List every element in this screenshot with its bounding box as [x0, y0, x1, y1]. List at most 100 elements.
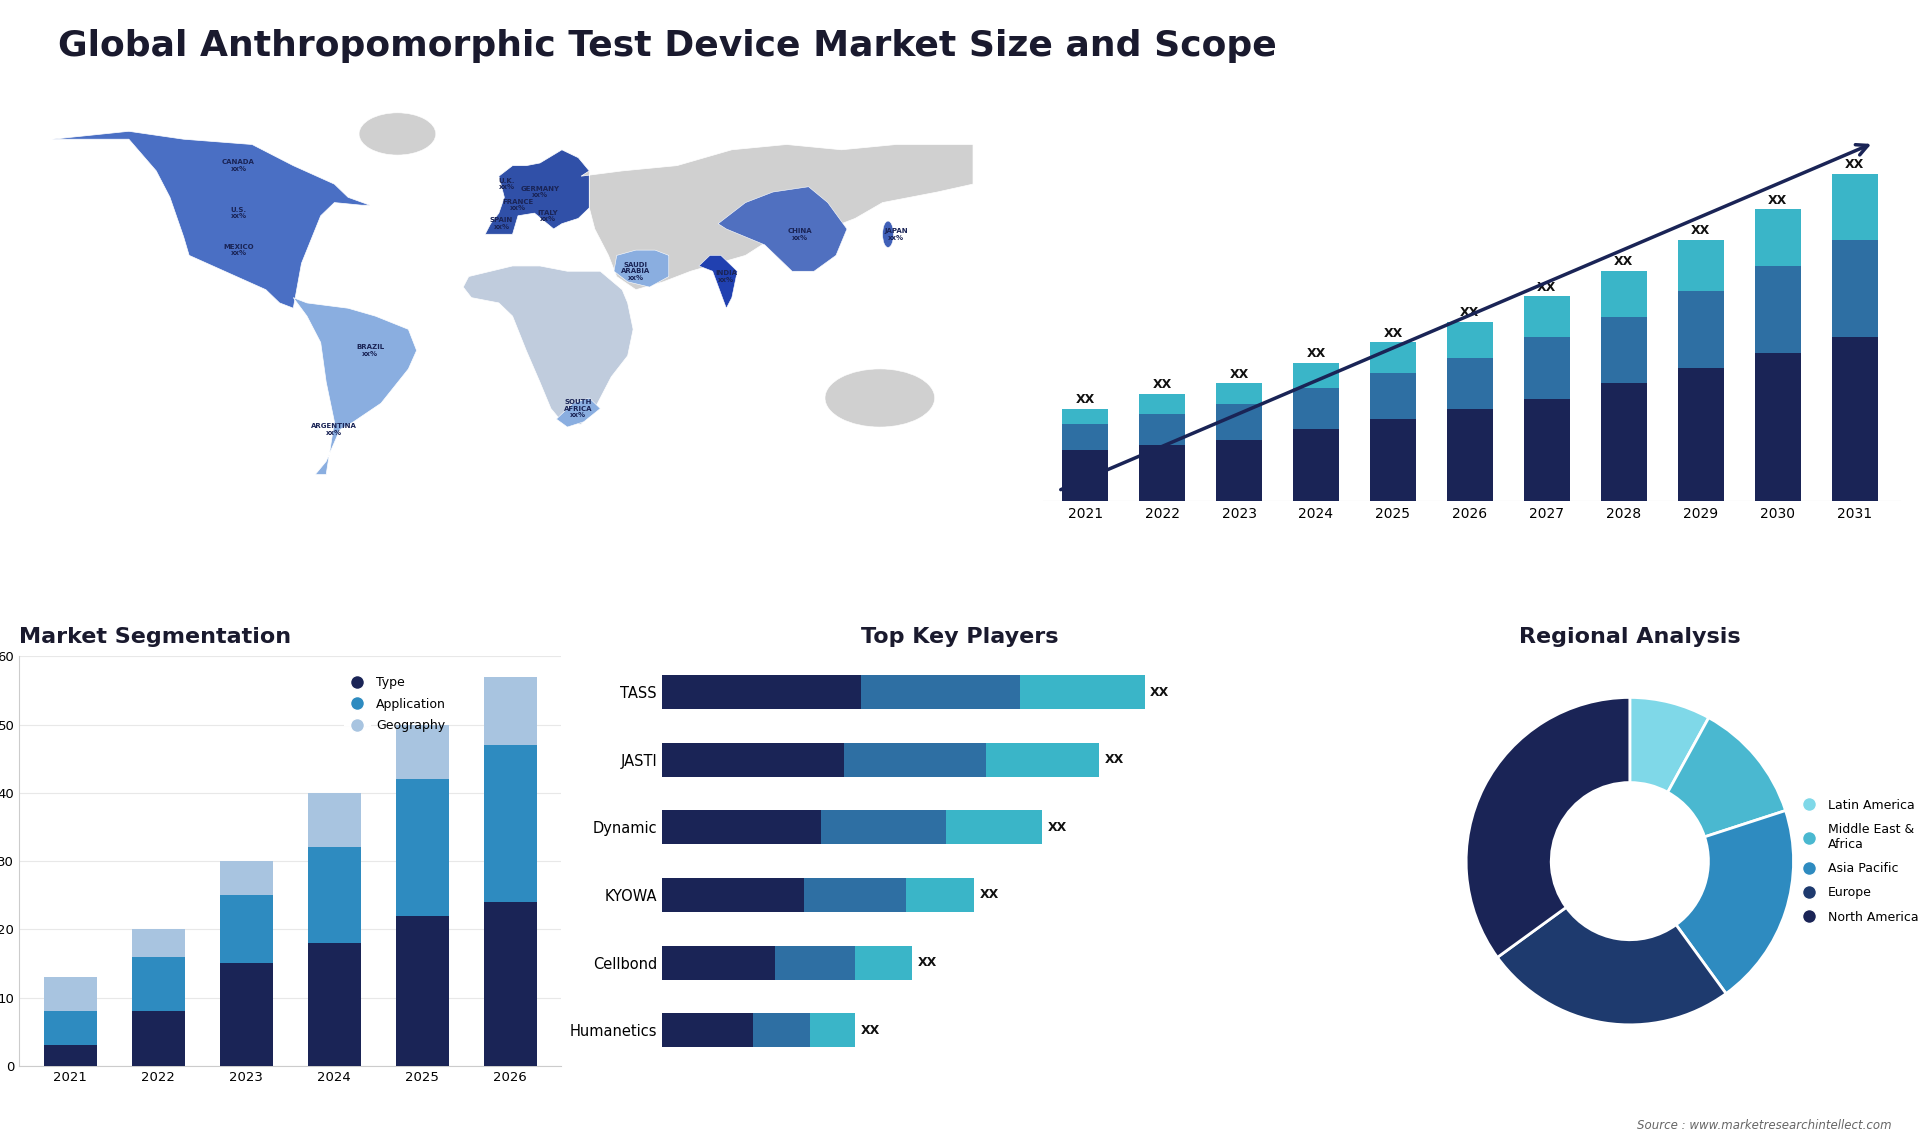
Polygon shape: [486, 150, 589, 234]
Bar: [132, 1011, 184, 1066]
Bar: [1601, 316, 1647, 383]
Bar: [1062, 450, 1108, 501]
Bar: [1448, 358, 1494, 409]
Bar: [132, 929, 184, 957]
Bar: [804, 878, 906, 912]
Text: XX: XX: [1461, 306, 1480, 320]
Bar: [776, 945, 854, 980]
Bar: [219, 861, 273, 895]
Text: U.K.
xx%: U.K. xx%: [499, 178, 515, 190]
Ellipse shape: [826, 369, 935, 427]
Text: XX: XX: [1048, 821, 1068, 834]
Text: Source : www.marketresearchintellect.com: Source : www.marketresearchintellect.com: [1636, 1120, 1891, 1132]
Bar: [1369, 343, 1417, 374]
Bar: [1832, 240, 1878, 337]
Bar: [1832, 337, 1878, 501]
Ellipse shape: [883, 221, 893, 248]
Bar: [1139, 414, 1185, 445]
Bar: [219, 964, 273, 1066]
Bar: [662, 878, 804, 912]
Text: XX: XX: [1150, 685, 1169, 699]
Text: XX: XX: [1692, 225, 1711, 237]
Text: XX: XX: [860, 1023, 879, 1037]
Bar: [662, 1013, 753, 1047]
Bar: [822, 810, 947, 845]
Text: XX: XX: [1104, 753, 1123, 767]
Text: GERMANY
xx%: GERMANY xx%: [520, 186, 559, 198]
Text: XX: XX: [1845, 158, 1864, 171]
Bar: [1755, 353, 1801, 501]
Bar: [1601, 383, 1647, 501]
Bar: [1215, 383, 1261, 403]
Bar: [1678, 240, 1724, 291]
Wedge shape: [1467, 698, 1630, 957]
Polygon shape: [294, 298, 417, 474]
Bar: [1448, 409, 1494, 501]
Bar: [1524, 337, 1571, 399]
Bar: [947, 810, 1043, 845]
Text: JAPAN
xx%: JAPAN xx%: [885, 228, 908, 241]
Bar: [307, 793, 361, 848]
Text: XX: XX: [979, 888, 998, 902]
Bar: [1601, 270, 1647, 316]
Bar: [44, 1045, 96, 1066]
Bar: [1292, 363, 1338, 388]
Text: ARGENTINA
xx%: ARGENTINA xx%: [311, 423, 357, 435]
Bar: [1524, 297, 1571, 337]
Bar: [396, 724, 449, 779]
Polygon shape: [52, 132, 371, 308]
Bar: [1139, 445, 1185, 501]
Polygon shape: [582, 144, 973, 290]
Text: CHINA
xx%: CHINA xx%: [787, 228, 812, 241]
Bar: [1062, 409, 1108, 424]
Text: XX: XX: [1152, 378, 1171, 391]
Bar: [1678, 291, 1724, 368]
Text: BRAZIL
xx%: BRAZIL xx%: [355, 344, 384, 356]
Bar: [1524, 399, 1571, 501]
Bar: [1755, 266, 1801, 353]
Bar: [1020, 675, 1144, 709]
Bar: [1678, 368, 1724, 501]
Bar: [662, 945, 776, 980]
Text: ITALY
xx%: ITALY xx%: [538, 210, 559, 222]
Bar: [753, 1013, 810, 1047]
Text: CANADA
xx%: CANADA xx%: [223, 159, 255, 172]
Legend: Type, Application, Geography: Type, Application, Geography: [340, 670, 451, 737]
Bar: [1448, 322, 1494, 358]
Bar: [1139, 393, 1185, 414]
Bar: [985, 743, 1098, 777]
Bar: [662, 810, 822, 845]
Polygon shape: [614, 250, 668, 288]
Bar: [1292, 430, 1338, 501]
Bar: [1369, 419, 1417, 501]
Title: Top Key Players: Top Key Players: [862, 627, 1058, 646]
Bar: [132, 957, 184, 1011]
Text: XX: XX: [1615, 256, 1634, 268]
Wedge shape: [1630, 698, 1709, 792]
Bar: [843, 743, 985, 777]
Text: INDIA
xx%: INDIA xx%: [716, 270, 737, 283]
Wedge shape: [1668, 717, 1786, 837]
Bar: [1215, 403, 1261, 440]
Bar: [396, 916, 449, 1066]
Bar: [1292, 388, 1338, 430]
Bar: [484, 677, 536, 745]
Bar: [662, 743, 843, 777]
Bar: [1215, 440, 1261, 501]
Text: U.S.
xx%: U.S. xx%: [230, 207, 246, 219]
Bar: [854, 945, 912, 980]
Text: SPAIN
xx%: SPAIN xx%: [490, 218, 513, 230]
Bar: [396, 779, 449, 916]
Text: XX: XX: [1075, 393, 1094, 407]
Bar: [662, 675, 860, 709]
Bar: [1832, 173, 1878, 240]
Bar: [1369, 374, 1417, 419]
Bar: [1755, 210, 1801, 266]
Text: MEXICO
xx%: MEXICO xx%: [223, 244, 253, 257]
Legend: Latin America, Middle East &
Africa, Asia Pacific, Europe, North America: Latin America, Middle East & Africa, Asi…: [1791, 794, 1920, 928]
Text: XX: XX: [1768, 194, 1788, 206]
Text: XX: XX: [918, 956, 937, 970]
Bar: [44, 978, 96, 1011]
Bar: [810, 1013, 854, 1047]
Polygon shape: [557, 398, 601, 427]
